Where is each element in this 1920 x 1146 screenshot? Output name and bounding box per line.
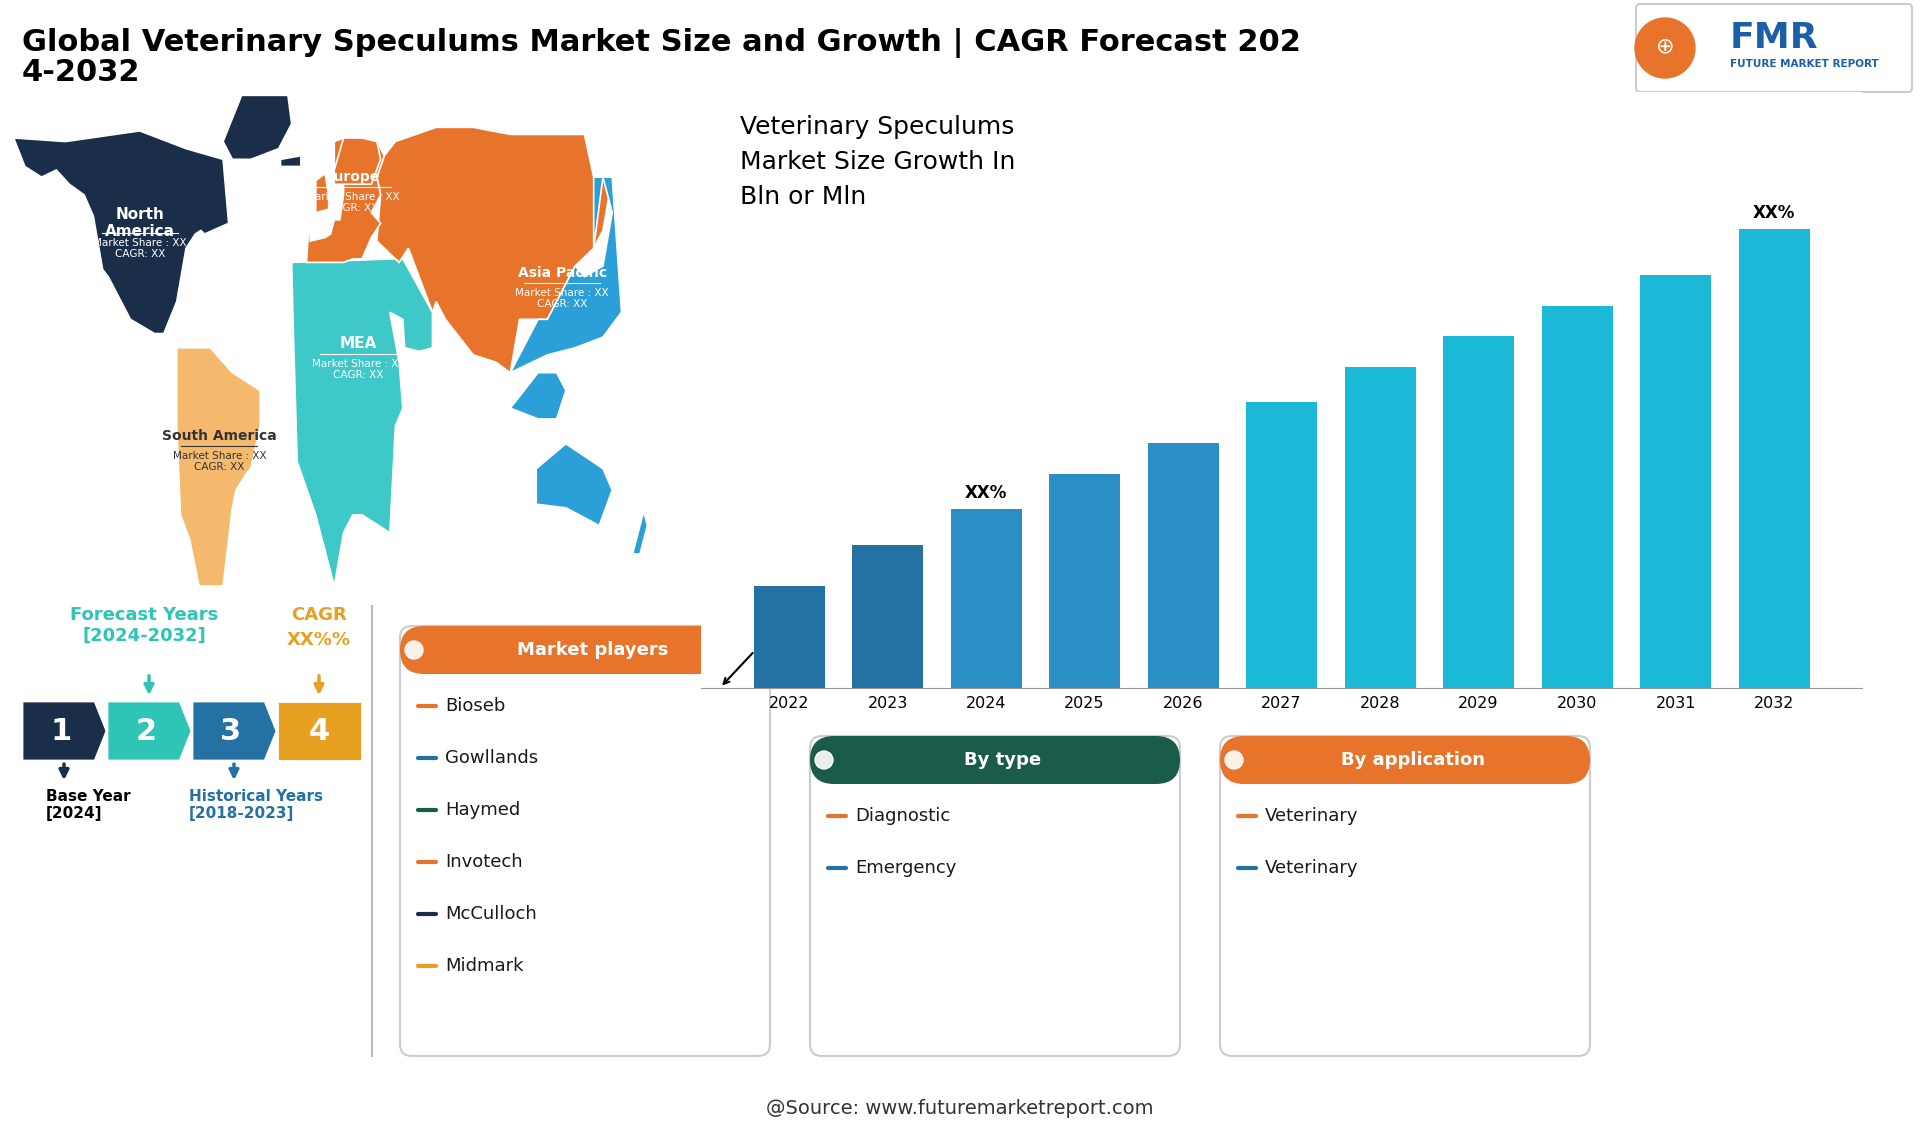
Text: By application: By application [1340,751,1484,769]
FancyBboxPatch shape [1219,736,1590,1055]
Bar [1246,402,1317,688]
Text: Midmark: Midmark [445,957,524,975]
Polygon shape [536,444,612,526]
Text: XX%: XX% [966,484,1008,502]
Text: 4: 4 [309,716,330,746]
Text: Historical Years
[2018-2023]: Historical Years [2018-2023] [188,788,323,822]
Text: Forecast Years
[2024-2032]: Forecast Years [2024-2032] [69,606,219,645]
Polygon shape [511,372,566,419]
Text: 1: 1 [50,716,71,746]
Text: Market Share : XX: Market Share : XX [305,191,399,202]
Text: 3: 3 [221,716,242,746]
Text: CAGR: XX: CAGR: XX [194,463,244,472]
Circle shape [1636,18,1695,78]
Text: 2: 2 [136,716,157,746]
Text: Veterinary: Veterinary [1265,860,1359,877]
FancyBboxPatch shape [1636,3,1912,92]
Text: Veterinary Speculums
Market Size Growth In
Bln or Mln: Veterinary Speculums Market Size Growth … [739,115,1016,210]
Bar [1344,367,1415,688]
Bar [753,586,824,688]
Polygon shape [315,173,328,213]
Text: ⊕: ⊕ [1655,36,1674,56]
Text: Asia Pacific: Asia Pacific [518,266,607,280]
Text: CAGR: CAGR [292,606,348,625]
Text: Base Year
[2024]: Base Year [2024] [46,788,131,822]
Text: FUTURE MARKET REPORT: FUTURE MARKET REPORT [1730,58,1880,69]
Polygon shape [632,511,647,554]
Polygon shape [21,701,108,761]
FancyBboxPatch shape [1219,736,1590,784]
Text: South America: South America [161,430,276,444]
Text: By type: By type [964,751,1041,769]
FancyBboxPatch shape [399,626,770,674]
Text: CAGR: XX: CAGR: XX [115,249,165,259]
Polygon shape [511,178,622,372]
Text: Market Share : XX: Market Share : XX [173,452,267,462]
Text: Market Share : XX: Market Share : XX [92,238,186,249]
Polygon shape [376,127,612,372]
Text: 4-2032: 4-2032 [21,58,140,87]
Text: MEA: MEA [340,337,376,352]
Text: FMR: FMR [1730,21,1818,55]
Polygon shape [276,701,363,761]
Text: Diagnostic: Diagnostic [854,807,950,825]
Text: Europe: Europe [324,170,380,183]
Text: Veterinary: Veterinary [1265,807,1359,825]
Text: Haymed: Haymed [445,801,520,819]
Polygon shape [223,95,292,159]
Text: Market Share : XX: Market Share : XX [515,288,609,298]
Text: XX%%: XX%% [286,631,351,649]
Text: CAGR: XX: CAGR: XX [328,203,378,213]
Text: CAGR: XX: CAGR: XX [538,299,588,309]
Bar [1640,275,1711,688]
FancyBboxPatch shape [810,736,1181,784]
Polygon shape [192,701,276,761]
Bar [852,545,924,688]
Text: CAGR: XX: CAGR: XX [334,370,384,380]
Text: Global Veterinary Speculums Market Size and Growth | CAGR Forecast 202: Global Veterinary Speculums Market Size … [21,28,1302,58]
Text: Emergency: Emergency [854,860,956,877]
Text: Market players: Market players [516,641,668,659]
Text: @Source: www.futuremarketreport.com: @Source: www.futuremarketreport.com [766,1099,1154,1117]
Bar [1444,336,1515,688]
Polygon shape [108,701,192,761]
Polygon shape [307,138,384,262]
Circle shape [405,641,422,659]
Circle shape [814,751,833,769]
Bar [950,509,1021,688]
Circle shape [1225,751,1242,769]
Text: XX%: XX% [1753,204,1795,221]
Bar [1148,444,1219,688]
Polygon shape [13,131,228,333]
Polygon shape [177,347,259,586]
Polygon shape [334,138,380,185]
Bar [1740,229,1809,688]
Text: Gowllands: Gowllands [445,749,538,767]
Bar [1542,306,1613,688]
Polygon shape [292,259,432,586]
Text: McCulloch: McCulloch [445,905,538,923]
FancyBboxPatch shape [399,626,770,1055]
Polygon shape [280,156,301,166]
Text: North
America: North America [106,207,175,240]
Text: Bioseb: Bioseb [445,697,505,715]
Text: Market Share : XX: Market Share : XX [311,359,405,369]
Text: Invotech: Invotech [445,853,522,871]
Bar [1048,473,1119,688]
FancyBboxPatch shape [810,736,1181,1055]
